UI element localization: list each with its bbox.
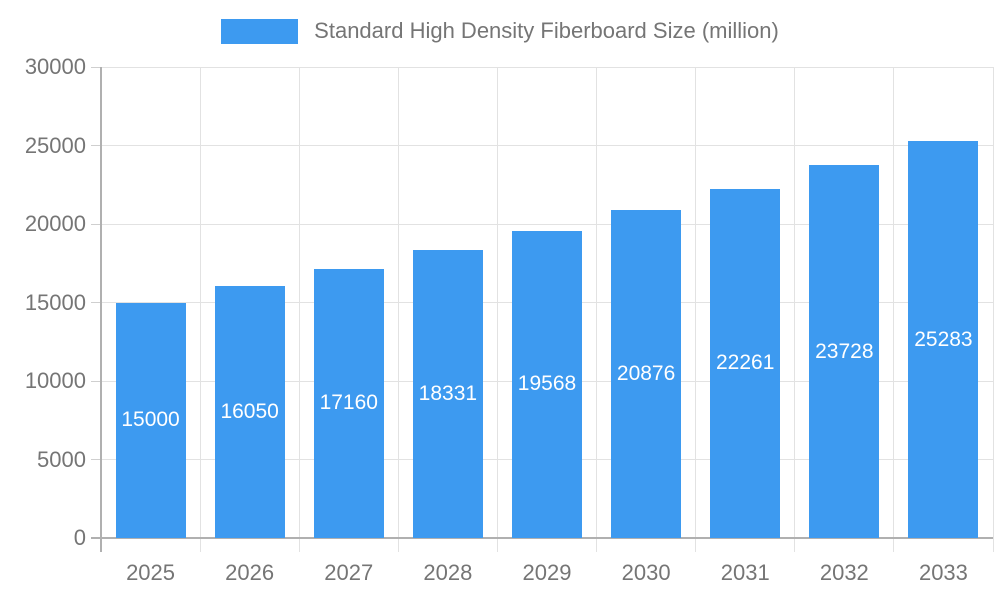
bar-value-label: 19568 [517, 372, 577, 396]
bar-value-label: 25283 [914, 327, 973, 351]
y-axis-line [100, 67, 102, 552]
x-axis-tick-label: 2027 [324, 560, 374, 585]
bar-value-label: 16050 [220, 400, 279, 423]
bar-value-label: 20876 [616, 362, 676, 386]
bar-value-label: 22261 [716, 351, 775, 375]
y-axis-tick [91, 302, 101, 303]
y-axis-tick-label: 20000 [24, 211, 86, 236]
x-axis-tick-label: 2029 [522, 560, 572, 585]
bar [809, 165, 880, 538]
vertical-gridline [298, 67, 300, 552]
bar-value-label: 18331 [418, 382, 478, 406]
bar [611, 210, 682, 538]
bar [115, 302, 186, 538]
bar [710, 188, 781, 538]
y-axis-tick-label: 25000 [24, 132, 86, 158]
y-axis-tick [91, 145, 101, 146]
vertical-gridline [596, 67, 598, 552]
y-axis-tick-label: 5000 [37, 446, 86, 472]
y-axis-tick [91, 380, 101, 382]
vertical-gridline [496, 67, 498, 552]
legend: Standard High Density Fiberboard Size (m… [0, 18, 1000, 44]
y-axis-tick-label: 15000 [24, 289, 86, 315]
vertical-gridline [199, 67, 201, 552]
vertical-gridline [695, 67, 697, 552]
x-axis-tick-label: 2025 [126, 560, 176, 585]
bar [908, 141, 979, 538]
y-axis-tick [91, 459, 101, 460]
vertical-gridline [397, 67, 399, 552]
vertical-gridline [893, 67, 895, 552]
y-axis-tick-label: 30000 [24, 54, 86, 79]
bar [214, 286, 285, 538]
horizontal-gridline [101, 66, 993, 68]
y-axis-tick-label: 0 [73, 525, 86, 550]
bar [412, 250, 483, 538]
vertical-gridline [992, 67, 994, 552]
x-axis-tick-label: 2026 [225, 560, 275, 585]
y-axis-tick [91, 66, 101, 68]
x-axis-tick-label: 2033 [918, 560, 968, 585]
bar [313, 268, 384, 538]
horizontal-gridline [101, 223, 993, 225]
y-axis-tick-label: 10000 [24, 368, 86, 393]
bar-value-label: 17160 [319, 391, 378, 415]
x-axis-tick-label: 2028 [423, 560, 473, 585]
bar-value-label: 15000 [121, 408, 180, 432]
horizontal-gridline [101, 145, 993, 146]
x-axis-tick-label: 2032 [819, 560, 869, 585]
legend-swatch [221, 18, 299, 44]
x-axis-tick-label: 2030 [621, 560, 671, 585]
bar-value-label: 23728 [815, 339, 874, 363]
legend-label: Standard High Density Fiberboard Size (m… [314, 18, 779, 43]
y-axis-tick [91, 223, 101, 225]
bar [512, 230, 582, 538]
x-axis-tick-label: 2031 [720, 560, 770, 585]
vertical-gridline [794, 67, 796, 552]
x-axis-line [91, 537, 993, 539]
